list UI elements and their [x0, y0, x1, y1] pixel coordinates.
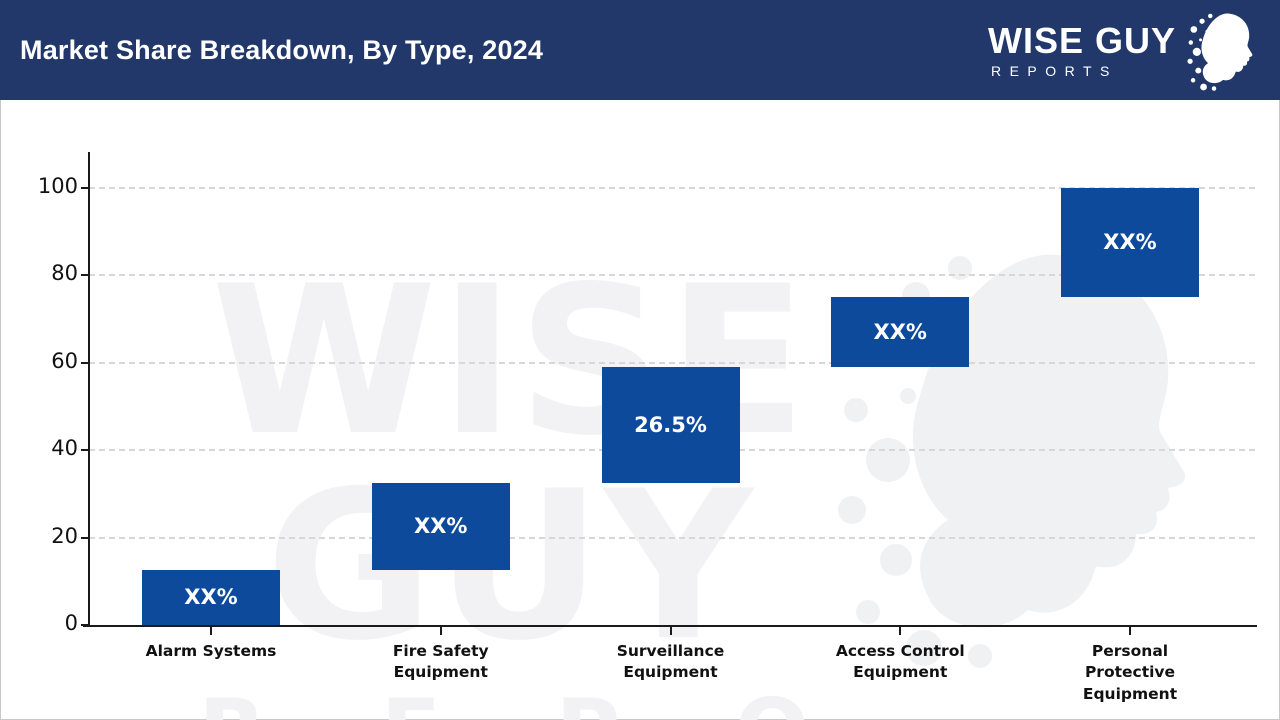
y-tick-label-40: 40	[51, 436, 78, 460]
x-category-label-2: Surveillance Equipment	[616, 642, 725, 682]
bar-3: XX%	[831, 296, 970, 367]
bar-4: XX%	[1061, 187, 1199, 297]
x-tick-3	[899, 627, 902, 635]
y-tick-40	[81, 449, 89, 451]
x-tick-0	[210, 627, 212, 635]
brand-logo-text: WISE GUY REPORTS	[987, 19, 1176, 79]
gridline-80	[89, 274, 1255, 276]
gridline-100	[89, 186, 1255, 189]
brand-subtitle: REPORTS	[990, 62, 1118, 79]
watermark-line2: R E P O R T S	[125, 688, 925, 720]
bar-value-label: XX%	[1103, 230, 1157, 255]
x-category-label-0: Alarm Systems	[145, 642, 277, 660]
bar-value-label: XX%	[873, 319, 927, 344]
x-tick-4	[1129, 627, 1131, 635]
bar-2: 26.5%	[601, 366, 740, 483]
brand-name: WISE GUY	[987, 19, 1176, 61]
page-title: Market Share Breakdown, By Type, 2024	[20, 34, 544, 65]
x-category-label-1: Fire Safety Equipment	[392, 642, 489, 682]
y-tick-label-0: 0	[64, 611, 78, 635]
bar-0: XX%	[142, 569, 280, 625]
bar-value-label: XX%	[414, 514, 468, 539]
header-bar: Market Share Breakdown, By Type, 2024 WI…	[0, 0, 1280, 100]
y-tick-80	[81, 274, 89, 276]
y-tick-label-60: 60	[51, 348, 78, 373]
y-tick-label-100: 100	[37, 173, 78, 198]
x-category-label-3: Access Control Equipment	[835, 642, 965, 682]
y-tick-20	[81, 536, 89, 539]
gridline-20	[89, 536, 1255, 539]
gridline-60	[89, 361, 1255, 364]
x-tick-2	[669, 627, 672, 635]
y-axis-line	[88, 152, 90, 625]
brand-logo: WISE GUY REPORTS	[988, 7, 1266, 93]
bar-value-label: XX%	[184, 585, 238, 610]
brand-face-icon	[1187, 13, 1253, 91]
x-category-label-4: Personal Protective Equipment	[1082, 642, 1178, 703]
bar-1: XX%	[371, 482, 510, 570]
y-tick-0	[81, 624, 89, 626]
x-axis-line	[83, 625, 1257, 627]
y-tick-100	[81, 186, 89, 189]
waterfall-chart: WISE GUY R E P O R T S 020406080100XX%Al…	[0, 100, 1280, 720]
y-tick-60	[81, 361, 89, 364]
bar-value-label: 26.5%	[634, 412, 707, 437]
y-tick-label-20: 20	[51, 523, 78, 548]
x-tick-1	[439, 627, 442, 635]
y-tick-label-80: 80	[51, 261, 78, 285]
